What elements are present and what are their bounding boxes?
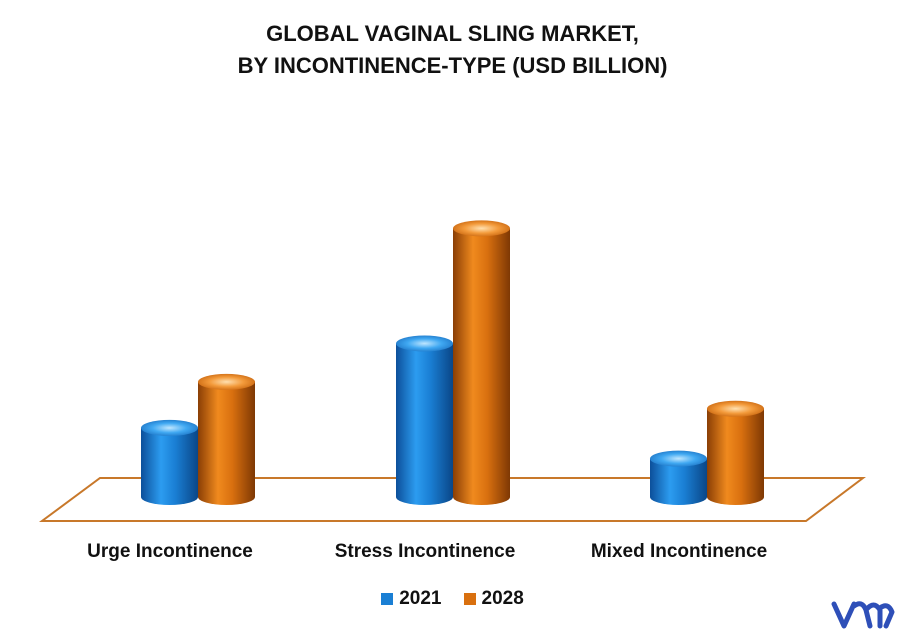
- bar-top: [650, 450, 707, 467]
- bar-top: [198, 373, 255, 390]
- bar-2028-stress: [453, 220, 510, 505]
- bar-body: [396, 343, 453, 505]
- bar-body: [707, 408, 764, 505]
- bar-2021-urge: [141, 419, 198, 505]
- bar-body: [141, 427, 198, 505]
- brand-logo-icon: [831, 601, 895, 629]
- x-label-mixed: Mixed Incontinence: [591, 541, 767, 562]
- chart-title: GLOBAL VAGINAL SLING MARKET, BY INCONTIN…: [0, 18, 905, 82]
- x-label-stress: Stress Incontinence: [335, 541, 516, 562]
- bar-2028-urge: [198, 373, 255, 505]
- bar-body: [453, 228, 510, 505]
- bars-group: [141, 220, 764, 505]
- chart-title-line-2: BY INCONTINENCE-TYPE (USD BILLION): [237, 53, 668, 78]
- x-label-urge: Urge Incontinence: [87, 541, 253, 562]
- bar-top: [396, 335, 453, 352]
- bar-top: [141, 419, 198, 436]
- legend-label-2028: 2028: [481, 588, 524, 609]
- chart-floor: [38, 477, 866, 522]
- legend-swatch-2028: [463, 593, 476, 605]
- x-axis-labels: Urge Incontinence Stress Incontinence Mixe…: [87, 541, 767, 562]
- bar-2021-mixed: [650, 450, 707, 505]
- bar-top: [707, 400, 764, 417]
- bar-body: [198, 381, 255, 505]
- bar-2021-stress: [396, 335, 453, 505]
- legend: 2021 2028: [0, 588, 905, 610]
- chart-title-line-1: GLOBAL VAGINAL SLING MARKET,: [266, 21, 639, 46]
- bar-body: [650, 458, 707, 505]
- bar-2028-mixed: [707, 400, 764, 505]
- legend-item-2028: 2028: [463, 588, 524, 610]
- legend-label-2021: 2021: [399, 588, 442, 609]
- legend-item-2021: 2021: [381, 588, 442, 610]
- legend-swatch-2021: [381, 593, 394, 605]
- bar-top: [453, 220, 510, 237]
